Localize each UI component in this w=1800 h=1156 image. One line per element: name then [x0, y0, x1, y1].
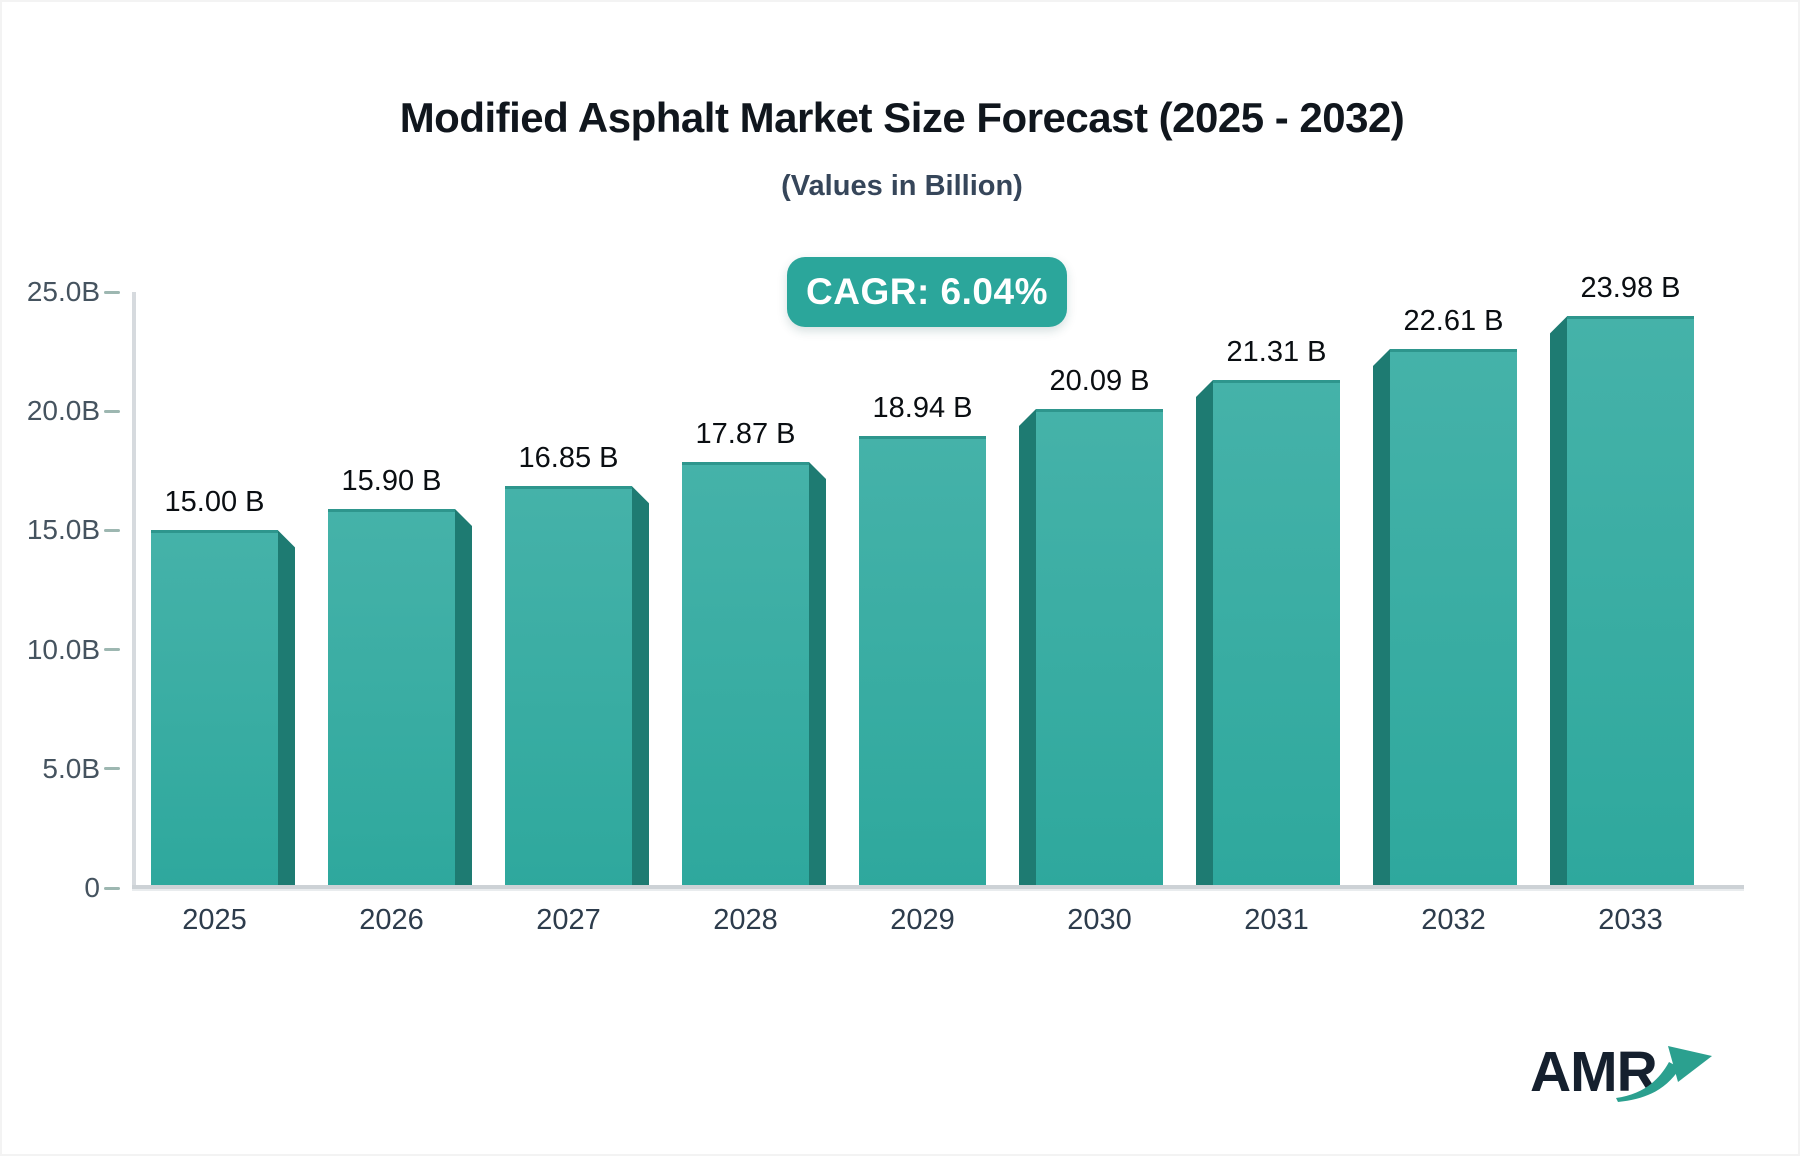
bar-2028 [682, 461, 809, 890]
bar-2030 [1036, 409, 1163, 890]
bar-value-label: 16.85 B [518, 442, 619, 475]
bar-2029 [859, 436, 986, 890]
x-tick-label: 2030 [1067, 904, 1132, 936]
cagr-badge: CAGR: 6.04% [787, 257, 1067, 327]
bar-value-label: 15.00 B [164, 486, 265, 519]
y-axis-line [132, 292, 136, 890]
bar-side-2032 [1373, 348, 1390, 890]
y-tick-label: 5.0B [42, 752, 100, 784]
bar-value-label: 22.61 B [1403, 304, 1504, 337]
bar-2032 [1390, 348, 1517, 890]
bar-side-2033 [1550, 316, 1567, 890]
bar-2026 [328, 508, 455, 890]
x-tick-label: 2029 [890, 904, 955, 936]
y-tick-mark [104, 409, 120, 413]
bar-value-label: 20.09 B [1049, 365, 1150, 398]
y-tick-mark [104, 290, 120, 294]
bar-side-2030 [1019, 409, 1036, 890]
chart-subtitle: (Values in Billion) [781, 170, 1023, 202]
x-tick-label: 2033 [1598, 904, 1663, 936]
y-tick-mark [104, 648, 120, 652]
y-tick-label: 25.0B [26, 276, 100, 307]
bar-side-2027 [632, 486, 649, 890]
x-tick-label: 2028 [713, 904, 778, 936]
bar-side-2031 [1196, 379, 1213, 890]
bar-side-2026 [455, 508, 472, 890]
bar-side-2025 [278, 530, 295, 890]
x-tick-label: 2032 [1421, 904, 1486, 936]
x-axis-baseline [132, 885, 1744, 889]
y-tick-mark [104, 886, 120, 890]
bar-value-label: 17.87 B [695, 417, 796, 450]
bar-2031 [1213, 379, 1340, 890]
y-tick-mark [104, 767, 120, 771]
x-axis-baseline-shadow [132, 889, 1744, 891]
x-tick-label: 2027 [536, 904, 601, 936]
amr-logo: AMR [1530, 1042, 1730, 1122]
cagr-badge-label: CAGR: 6.04% [806, 271, 1048, 312]
bar-2033 [1567, 316, 1694, 890]
y-tick-mark [104, 528, 120, 532]
bar-value-label: 15.90 B [341, 464, 442, 497]
x-tick-label: 2025 [182, 904, 247, 936]
y-tick-label: 20.0B [26, 395, 100, 427]
amr-logo-text: AMR [1530, 1040, 1658, 1104]
bar-2025 [151, 530, 278, 890]
trend-up-arrow-icon [1616, 1046, 1712, 1102]
y-tick-label: 10.0B [26, 633, 100, 665]
bar-side-2028 [809, 461, 826, 890]
bar-value-label: 23.98 B [1580, 272, 1681, 305]
chart-title: Modified Asphalt Market Size Forecast (2… [399, 94, 1405, 141]
bar-value-label: 18.94 B [872, 392, 973, 425]
y-tick-label: 0 [84, 872, 100, 903]
y-tick-label: 15.0B [26, 514, 100, 546]
x-tick-label: 2031 [1244, 904, 1309, 936]
bar-2027 [505, 486, 632, 890]
x-tick-label: 2026 [359, 904, 424, 936]
bar-value-label: 21.31 B [1226, 335, 1327, 368]
